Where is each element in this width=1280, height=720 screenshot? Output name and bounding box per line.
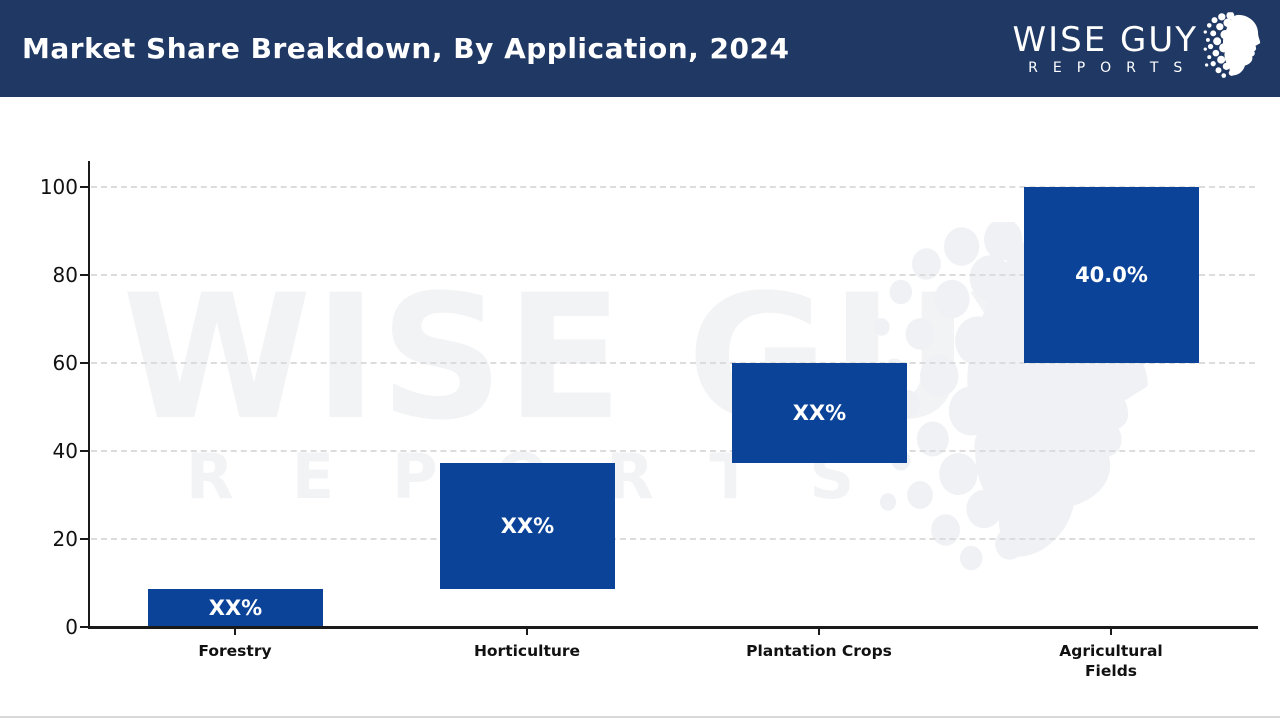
- logo: WISE GUY REPORTS: [1012, 12, 1266, 85]
- y-tick-mark-80: [80, 274, 89, 276]
- x-category-label-2: Plantation Crops: [673, 641, 965, 661]
- y-tick-label-20: 20: [52, 527, 78, 551]
- y-tick-label-80: 80: [52, 263, 78, 287]
- y-tick-mark-0: [80, 626, 89, 628]
- x-tick-mark-3: [1110, 629, 1112, 635]
- gridline-20: [91, 538, 1255, 540]
- y-tick-mark-100: [80, 186, 89, 188]
- logo-face-icon: [1200, 12, 1266, 85]
- x-category-label-3: Agricultural Fields: [965, 641, 1257, 681]
- y-tick-label-40: 40: [52, 439, 78, 463]
- y-tick-mark-40: [80, 450, 89, 452]
- x-category-label-line: Fields: [1084, 662, 1138, 680]
- y-tick-label-60: 60: [52, 351, 78, 375]
- bar-value-label: XX%: [792, 401, 847, 425]
- gridline-80: [91, 274, 1255, 276]
- x-category-label-0: Forestry: [89, 641, 381, 661]
- bar-value-label: XX%: [208, 596, 263, 620]
- x-category-label-line: Plantation Crops: [746, 642, 892, 660]
- y-tick-mark-60: [80, 362, 89, 364]
- x-tick-mark-1: [526, 629, 528, 635]
- x-axis-spine: [88, 626, 1258, 629]
- y-tick-label-100: 100: [39, 175, 78, 199]
- bar-value-label: XX%: [500, 514, 555, 538]
- bar-agricultural-fields: 40.0%: [1024, 187, 1199, 363]
- x-category-label-line: Agricultural: [1059, 642, 1163, 660]
- logo-text: WISE GUY REPORTS: [1012, 22, 1198, 76]
- x-category-label-line: Forestry: [198, 642, 272, 660]
- x-tick-mark-2: [818, 629, 820, 635]
- header: Market Share Breakdown, By Application, …: [0, 0, 1280, 97]
- y-axis-spine: [88, 161, 90, 628]
- x-category-label-1: Horticulture: [381, 641, 673, 661]
- logo-subtitle: REPORTS: [1028, 59, 1198, 76]
- page-title: Market Share Breakdown, By Application, …: [22, 32, 790, 65]
- gridline-100: [91, 186, 1255, 188]
- gridline-40: [91, 450, 1255, 452]
- x-category-label-line: Horticulture: [473, 642, 581, 660]
- x-tick-mark-0: [234, 629, 236, 635]
- bar-value-label: 40.0%: [1075, 263, 1148, 287]
- bottom-divider: [0, 716, 1280, 718]
- y-tick-mark-20: [80, 538, 89, 540]
- bar-plantation-crops: XX%: [732, 363, 907, 463]
- logo-wordmark: WISE GUY: [1012, 19, 1198, 60]
- bar-forestry: XX%: [148, 589, 323, 627]
- gridline-60: [91, 362, 1255, 364]
- y-tick-label-0: 0: [65, 615, 78, 639]
- plot-area: XX% XX% XX% 40.0%: [89, 150, 1257, 627]
- bar-horticulture: XX%: [440, 463, 615, 589]
